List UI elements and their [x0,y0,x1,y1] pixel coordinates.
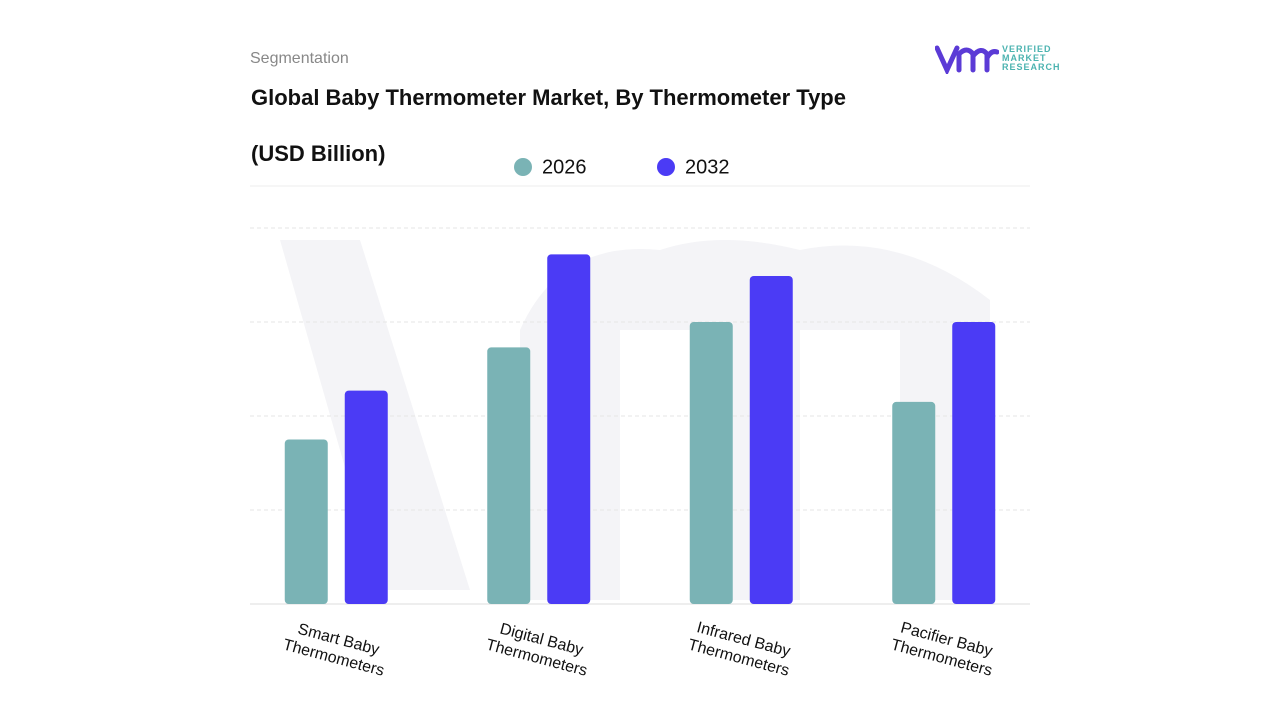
bar [749,275,793,604]
legend-marker [657,158,675,176]
bar [892,401,936,604]
legend-label: 2026 [542,156,587,178]
bar [487,347,531,604]
bar [284,439,328,604]
bar [344,390,388,604]
header: Segmentation [250,50,349,67]
chart-title: Global Baby Thermometer Market, By Therm… [251,85,846,110]
logo-mark [935,45,999,74]
logo-shape [935,45,999,74]
bar [547,254,591,604]
legend-label: 2032 [685,156,730,178]
bar [689,322,733,604]
logo-text: VERIFIED MARKET RESEARCH [1002,44,1061,72]
watermark [280,240,990,600]
bar [952,322,996,604]
chart-subtitle: (USD Billion) [251,141,386,166]
legend-marker [514,158,532,176]
